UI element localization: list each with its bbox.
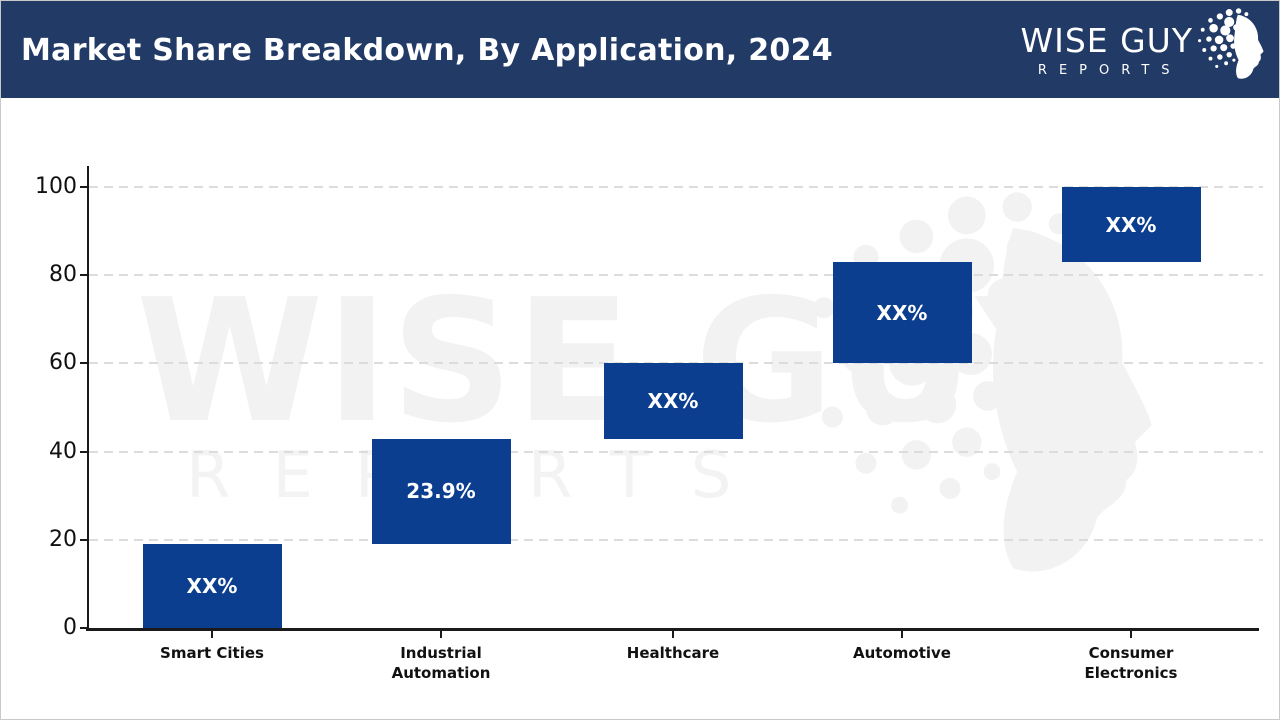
x-axis-category-label: Industrial Automation bbox=[391, 644, 491, 682]
x-axis-category-label: Consumer Electronics bbox=[1084, 644, 1178, 682]
x-axis-tick bbox=[1130, 631, 1132, 638]
y-axis-tick-label: 0 bbox=[63, 615, 77, 640]
y-axis-tick bbox=[80, 186, 89, 188]
bar-value-label: XX% bbox=[186, 574, 238, 599]
logo-wordmark: WISE GUY bbox=[1020, 21, 1193, 60]
x-axis-tick bbox=[211, 631, 213, 638]
bar-healthcare: XX% bbox=[603, 363, 743, 439]
wiseguy-face-icon bbox=[1191, 7, 1269, 93]
gridline-40 bbox=[89, 450, 1263, 453]
x-axis-category-label: Smart Cities bbox=[160, 644, 264, 662]
bar-consumer-electronics: XX% bbox=[1061, 187, 1201, 263]
y-axis-tick-label: 100 bbox=[35, 174, 77, 199]
y-axis-tick bbox=[80, 450, 89, 453]
x-axis-category-label: Healthcare bbox=[626, 644, 720, 662]
bar-value-label: XX% bbox=[1105, 212, 1157, 237]
wiseguy-logo: WISE GUY REPORTS bbox=[1011, 1, 1271, 98]
x-axis-tick bbox=[672, 631, 674, 638]
y-axis-tick bbox=[80, 274, 89, 277]
x-axis-tick bbox=[440, 631, 442, 638]
gridline-80 bbox=[89, 274, 1263, 277]
x-axis-category-label: Automotive bbox=[853, 644, 951, 662]
gridline-20 bbox=[89, 538, 1263, 541]
logo-text: WISE GUY REPORTS bbox=[1020, 21, 1193, 78]
bar-industrial-automation: 23.9% bbox=[371, 438, 511, 545]
bar-value-label: XX% bbox=[647, 389, 699, 414]
x-axis-tick bbox=[901, 631, 903, 638]
page-title: Market Share Breakdown, By Application, … bbox=[21, 33, 833, 68]
y-axis-tick bbox=[80, 362, 89, 365]
y-axis-tick-label: 60 bbox=[49, 350, 77, 376]
y-axis-tick bbox=[80, 627, 89, 629]
bar-value-label: 23.9% bbox=[406, 479, 476, 504]
y-axis-tick-label: 40 bbox=[49, 438, 77, 464]
header-bar: Market Share Breakdown, By Application, … bbox=[1, 1, 1279, 98]
gridline-100 bbox=[89, 186, 1263, 188]
logo-subtext: REPORTS bbox=[1037, 63, 1182, 78]
bar-automotive: XX% bbox=[832, 262, 972, 364]
y-axis-tick bbox=[80, 538, 89, 541]
y-axis-tick-label: 20 bbox=[49, 526, 77, 552]
y-axis-line bbox=[87, 166, 89, 631]
bar-smart-cities: XX% bbox=[142, 544, 282, 628]
x-axis-line bbox=[86, 628, 1259, 631]
y-axis-tick-label: 80 bbox=[49, 262, 77, 288]
bar-value-label: XX% bbox=[876, 300, 928, 325]
